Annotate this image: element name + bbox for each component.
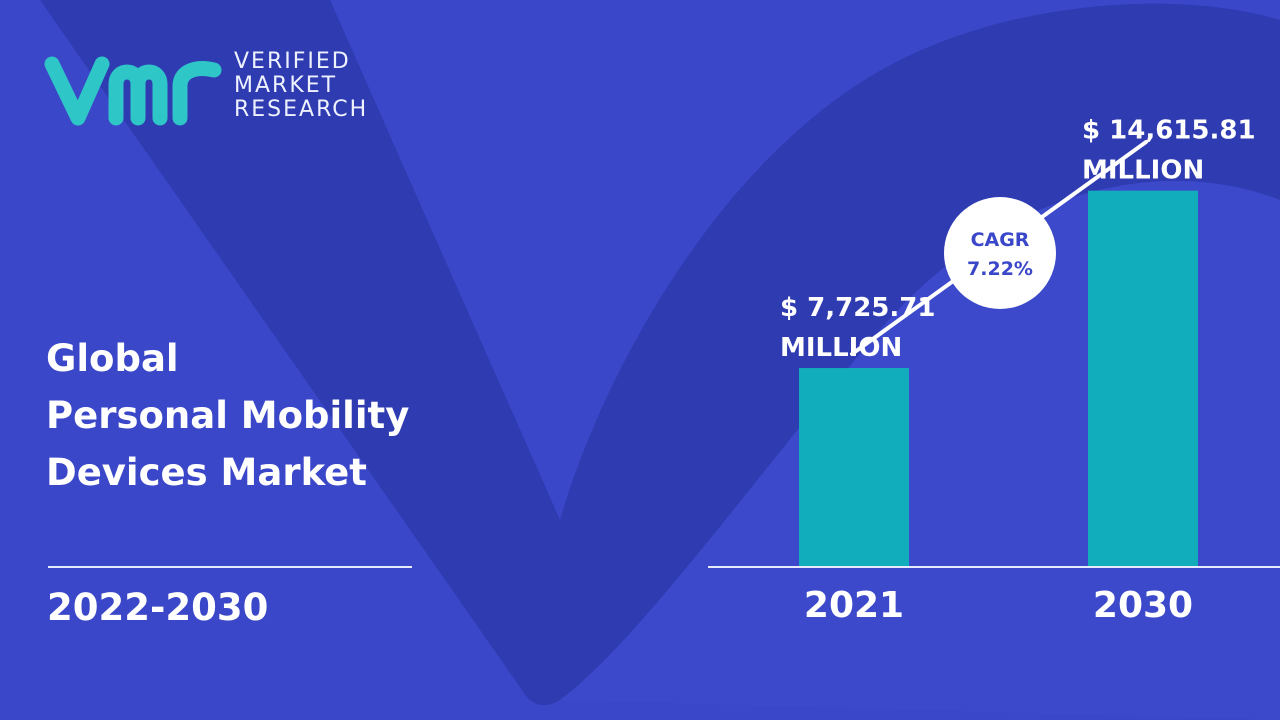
cagr-value: 7.22% [967, 258, 1033, 280]
title-line: Global [46, 337, 179, 380]
market-bar-chart: 2021 2030 $ 7,725.71 MILLION $ 14,615.81 MILL… [708, 116, 1280, 626]
logo-line-research: RESEARCH [234, 97, 369, 122]
bar-2021 [799, 368, 909, 567]
vmr-logo: VERIFIED MARKET RESEARCH [42, 48, 402, 132]
forecast-period: 2022-2030 [47, 586, 269, 629]
bar-2030 [1088, 190, 1198, 568]
page-title: Global Personal Mobility Devices Market [46, 330, 409, 501]
data-label-unit: MILLION [780, 333, 902, 363]
title-line: Devices Market [46, 451, 367, 494]
data-label-value: $ 7,725.71 [780, 293, 935, 323]
logo-wordmark: VERIFIED MARKET RESEARCH [234, 50, 368, 122]
cagr-label: CAGR [971, 229, 1030, 251]
vmr-logo-mark [44, 56, 222, 126]
x-tick-label: 2021 [804, 585, 904, 626]
data-label-unit: MILLION [1082, 156, 1204, 186]
title-line: Personal Mobility [46, 394, 410, 437]
logo-line-market: MARKET [234, 73, 338, 98]
logo-line-verified: VERIFIED [234, 49, 351, 74]
cagr-badge [944, 197, 1056, 309]
data-label-value: $ 14,615.81 [1082, 116, 1256, 146]
title-divider [48, 566, 412, 568]
x-tick-label: 2030 [1093, 585, 1193, 626]
